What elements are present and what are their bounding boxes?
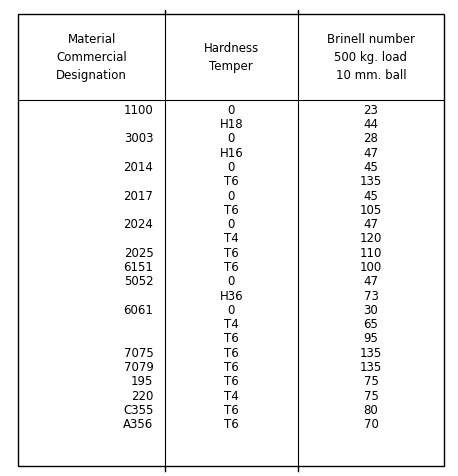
Text: 75: 75 bbox=[364, 375, 378, 388]
Text: 65: 65 bbox=[364, 318, 378, 331]
Text: 0: 0 bbox=[228, 275, 235, 288]
Text: 0: 0 bbox=[228, 189, 235, 203]
Text: 105: 105 bbox=[360, 204, 382, 217]
Text: Commercial: Commercial bbox=[56, 50, 127, 64]
Text: T6: T6 bbox=[224, 361, 239, 374]
Text: 10 mm. ball: 10 mm. ball bbox=[336, 69, 406, 82]
Text: T4: T4 bbox=[224, 389, 239, 403]
Text: T6: T6 bbox=[224, 175, 239, 188]
Text: T6: T6 bbox=[224, 204, 239, 217]
Text: 135: 135 bbox=[360, 175, 382, 188]
Text: 75: 75 bbox=[364, 389, 378, 403]
Text: T6: T6 bbox=[224, 247, 239, 260]
Text: 7075: 7075 bbox=[124, 347, 153, 360]
Text: 23: 23 bbox=[364, 104, 378, 117]
Text: T6: T6 bbox=[224, 261, 239, 274]
Text: H36: H36 bbox=[219, 289, 243, 303]
Text: 44: 44 bbox=[364, 118, 378, 131]
Text: T4: T4 bbox=[224, 232, 239, 246]
Text: 28: 28 bbox=[364, 132, 378, 146]
Text: 120: 120 bbox=[360, 232, 382, 246]
Text: Temper: Temper bbox=[209, 60, 253, 73]
Text: 195: 195 bbox=[131, 375, 153, 388]
Text: Brinell number: Brinell number bbox=[327, 32, 415, 46]
Text: 0: 0 bbox=[228, 161, 235, 174]
Text: Material: Material bbox=[67, 32, 116, 46]
Text: 6061: 6061 bbox=[124, 304, 153, 317]
Text: 0: 0 bbox=[228, 132, 235, 146]
Text: 110: 110 bbox=[360, 247, 382, 260]
Text: 7079: 7079 bbox=[124, 361, 153, 374]
Text: 30: 30 bbox=[364, 304, 378, 317]
Text: 2014: 2014 bbox=[124, 161, 153, 174]
Text: T6: T6 bbox=[224, 347, 239, 360]
Text: 6151: 6151 bbox=[124, 261, 153, 274]
Text: T6: T6 bbox=[224, 375, 239, 388]
Text: T6: T6 bbox=[224, 404, 239, 417]
Text: 2025: 2025 bbox=[124, 247, 153, 260]
Text: 2024: 2024 bbox=[124, 218, 153, 231]
Text: 80: 80 bbox=[364, 404, 378, 417]
Text: H18: H18 bbox=[219, 118, 243, 131]
Text: 45: 45 bbox=[364, 161, 378, 174]
Text: 500 kg. load: 500 kg. load bbox=[334, 50, 408, 64]
Text: 135: 135 bbox=[360, 361, 382, 374]
Text: T4: T4 bbox=[224, 318, 239, 331]
Text: 3003: 3003 bbox=[124, 132, 153, 146]
Text: 1100: 1100 bbox=[124, 104, 153, 117]
Text: A356: A356 bbox=[123, 418, 153, 431]
Text: Designation: Designation bbox=[56, 69, 127, 82]
Text: 70: 70 bbox=[364, 418, 378, 431]
FancyBboxPatch shape bbox=[18, 14, 444, 466]
Text: 5052: 5052 bbox=[124, 275, 153, 288]
Text: 135: 135 bbox=[360, 347, 382, 360]
Text: 47: 47 bbox=[364, 275, 378, 288]
Text: 47: 47 bbox=[364, 218, 378, 231]
Text: 95: 95 bbox=[364, 332, 378, 346]
Text: 220: 220 bbox=[131, 389, 153, 403]
Text: 47: 47 bbox=[364, 147, 378, 160]
Text: 45: 45 bbox=[364, 189, 378, 203]
Text: 100: 100 bbox=[360, 261, 382, 274]
Text: 2017: 2017 bbox=[124, 189, 153, 203]
Text: Hardness: Hardness bbox=[204, 41, 259, 55]
Text: T6: T6 bbox=[224, 418, 239, 431]
Text: H16: H16 bbox=[219, 147, 243, 160]
Text: C355: C355 bbox=[123, 404, 153, 417]
Text: 0: 0 bbox=[228, 304, 235, 317]
Text: 0: 0 bbox=[228, 104, 235, 117]
Text: T6: T6 bbox=[224, 332, 239, 346]
Text: 0: 0 bbox=[228, 218, 235, 231]
Text: 73: 73 bbox=[364, 289, 378, 303]
